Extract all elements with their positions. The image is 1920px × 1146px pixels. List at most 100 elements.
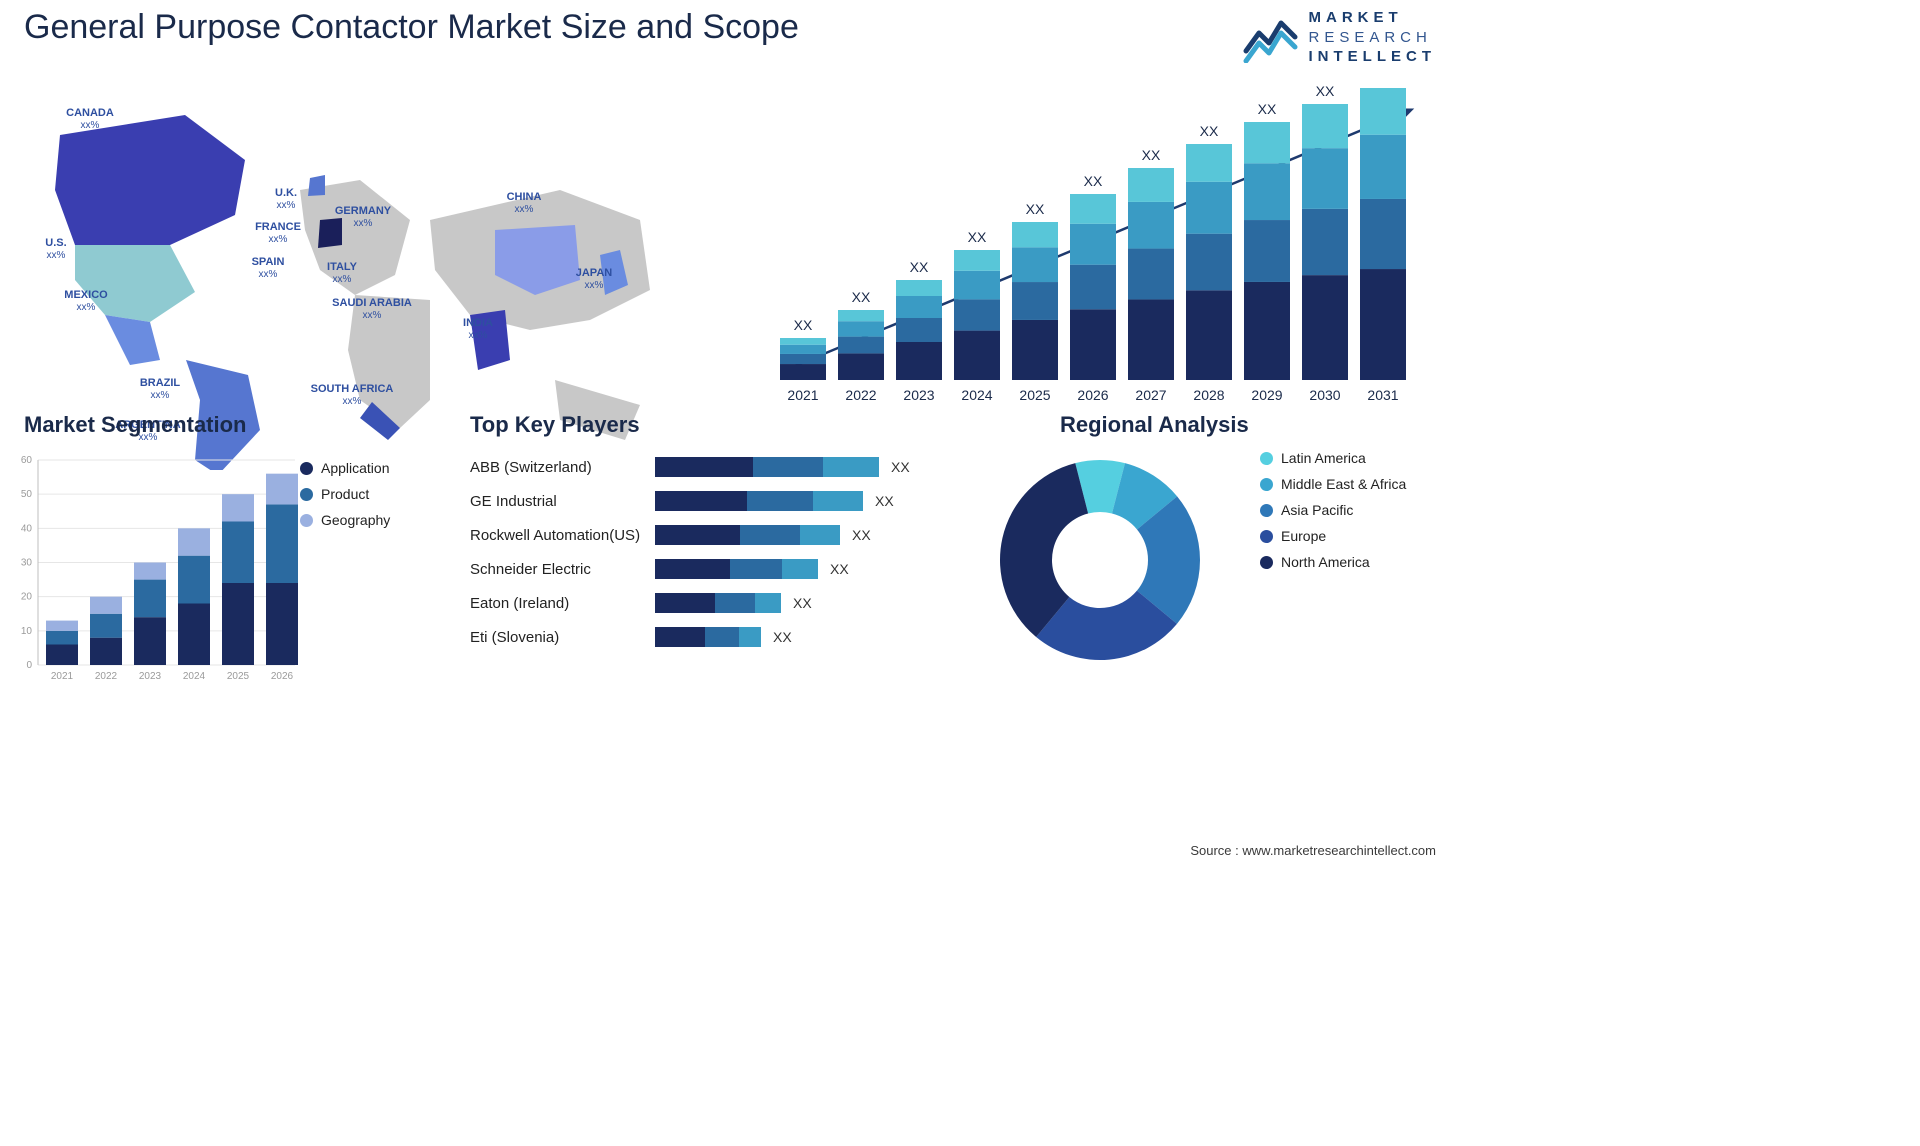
legend-item: Latin America xyxy=(1260,450,1406,466)
svg-text:xx%: xx% xyxy=(585,280,604,291)
player-bar xyxy=(655,457,879,477)
svg-text:GERMANY: GERMANY xyxy=(335,205,392,217)
svg-text:XX: XX xyxy=(1316,83,1335,99)
player-name: Eti (Slovenia) xyxy=(470,629,655,646)
player-name: Rockwell Automation(US) xyxy=(470,527,655,544)
svg-text:xx%: xx% xyxy=(151,390,170,401)
svg-text:xx%: xx% xyxy=(77,302,96,313)
svg-text:BRAZIL: BRAZIL xyxy=(140,377,181,389)
legend-item: Geography xyxy=(300,512,390,528)
legend-swatch xyxy=(1260,530,1273,543)
svg-text:xx%: xx% xyxy=(515,204,534,215)
section-regional-title: Regional Analysis xyxy=(1060,412,1249,438)
svg-text:10: 10 xyxy=(21,626,33,637)
svg-text:U.S.: U.S. xyxy=(45,237,66,249)
legend-label: Geography xyxy=(321,512,390,528)
legend-item: North America xyxy=(1260,554,1406,570)
legend-swatch xyxy=(1260,452,1273,465)
svg-text:CANADA: CANADA xyxy=(66,107,114,119)
player-bar xyxy=(655,559,818,579)
svg-text:60: 60 xyxy=(21,455,33,466)
legend-item: Europe xyxy=(1260,528,1406,544)
legend-swatch xyxy=(1260,504,1273,517)
player-name: GE Industrial xyxy=(470,493,655,510)
player-value: XX xyxy=(773,629,792,645)
world-map: CANADAxx%U.S.xx%MEXICOxx%BRAZILxx%ARGENT… xyxy=(0,70,720,400)
svg-text:SOUTH AFRICA: SOUTH AFRICA xyxy=(311,383,394,395)
svg-text:XX: XX xyxy=(910,259,929,275)
player-bar-seg xyxy=(782,559,818,579)
page-title: General Purpose Contactor Market Size an… xyxy=(24,8,799,47)
svg-text:2030: 2030 xyxy=(1309,387,1340,403)
player-bar-seg xyxy=(747,491,813,511)
legend-label: Middle East & Africa xyxy=(1281,476,1406,492)
player-bar xyxy=(655,593,781,613)
player-row: Rockwell Automation(US)XX xyxy=(470,518,950,552)
logo-line1: MARKET xyxy=(1309,8,1437,28)
svg-text:xx%: xx% xyxy=(47,250,66,261)
player-value: XX xyxy=(875,493,894,509)
svg-text:2025: 2025 xyxy=(1019,387,1050,403)
player-row: Schneider Electric XX xyxy=(470,552,950,586)
legend-label: Latin America xyxy=(1281,450,1366,466)
regional-legend: Latin America Middle East & Africa Asia Pa… xyxy=(1260,450,1406,580)
legend-label: Product xyxy=(321,486,369,502)
legend-label: Application xyxy=(321,460,390,476)
donut-svg xyxy=(990,450,1220,680)
source-text: Source : www.marketresearchintellect.com xyxy=(1190,843,1436,858)
player-bar-seg xyxy=(655,491,747,511)
map-svg: CANADAxx%U.S.xx%MEXICOxx%BRAZILxx%ARGENT… xyxy=(0,70,720,470)
svg-text:2023: 2023 xyxy=(903,387,934,403)
player-name: Eaton (Ireland) xyxy=(470,595,655,612)
legend-item: Application xyxy=(300,460,390,476)
svg-text:XX: XX xyxy=(852,289,871,305)
svg-text:2027: 2027 xyxy=(1135,387,1166,403)
svg-text:XX: XX xyxy=(1142,147,1161,163)
legend-swatch xyxy=(300,514,313,527)
player-value: XX xyxy=(891,459,910,475)
svg-text:2028: 2028 xyxy=(1193,387,1224,403)
player-name: Schneider Electric xyxy=(470,561,655,578)
section-segmentation-title: Market Segmentation xyxy=(24,412,247,438)
logo-line2: RESEARCH xyxy=(1309,28,1437,48)
legend-label: Asia Pacific xyxy=(1281,502,1353,518)
legend-label: North America xyxy=(1281,554,1370,570)
legend-item: Product xyxy=(300,486,390,502)
player-bar-seg xyxy=(655,457,753,477)
player-value: XX xyxy=(830,561,849,577)
svg-text:2022: 2022 xyxy=(95,671,118,682)
player-bar-seg xyxy=(655,593,715,613)
segmentation-chart: 0102030405060202120222023202420252026 xyxy=(10,450,460,730)
svg-text:U.K.: U.K. xyxy=(275,187,297,199)
player-bar-seg xyxy=(715,593,755,613)
svg-text:0: 0 xyxy=(26,660,32,671)
svg-text:2031: 2031 xyxy=(1367,387,1398,403)
player-bar-seg xyxy=(705,627,739,647)
segmentation-legend: Application Product Geography xyxy=(300,460,390,538)
player-bar-seg xyxy=(739,627,761,647)
svg-text:2022: 2022 xyxy=(845,387,876,403)
player-bar xyxy=(655,627,761,647)
svg-text:xx%: xx% xyxy=(333,274,352,285)
player-value: XX xyxy=(793,595,812,611)
legend-swatch xyxy=(1260,556,1273,569)
growth-chart: XX2021XX2022XX2023XX2024XX2025XX2026XX20… xyxy=(770,80,1430,390)
svg-text:2026: 2026 xyxy=(271,671,294,682)
legend-label: Europe xyxy=(1281,528,1326,544)
player-bar-seg xyxy=(813,491,863,511)
brand-logo: MARKET RESEARCH INTELLECT xyxy=(1243,8,1437,67)
regional-donut xyxy=(990,450,1230,690)
svg-text:2024: 2024 xyxy=(961,387,992,403)
svg-text:ITALY: ITALY xyxy=(327,261,358,273)
svg-text:xx%: xx% xyxy=(269,234,288,245)
player-name: ABB (Switzerland) xyxy=(470,459,655,476)
player-bar-seg xyxy=(740,525,800,545)
svg-text:40: 40 xyxy=(21,523,33,534)
svg-text:2024: 2024 xyxy=(183,671,206,682)
player-bar-seg xyxy=(823,457,879,477)
svg-text:xx%: xx% xyxy=(363,310,382,321)
svg-text:INDIA: INDIA xyxy=(463,317,493,329)
svg-text:FRANCE: FRANCE xyxy=(255,221,301,233)
legend-item: Asia Pacific xyxy=(1260,502,1406,518)
legend-item: Middle East & Africa xyxy=(1260,476,1406,492)
